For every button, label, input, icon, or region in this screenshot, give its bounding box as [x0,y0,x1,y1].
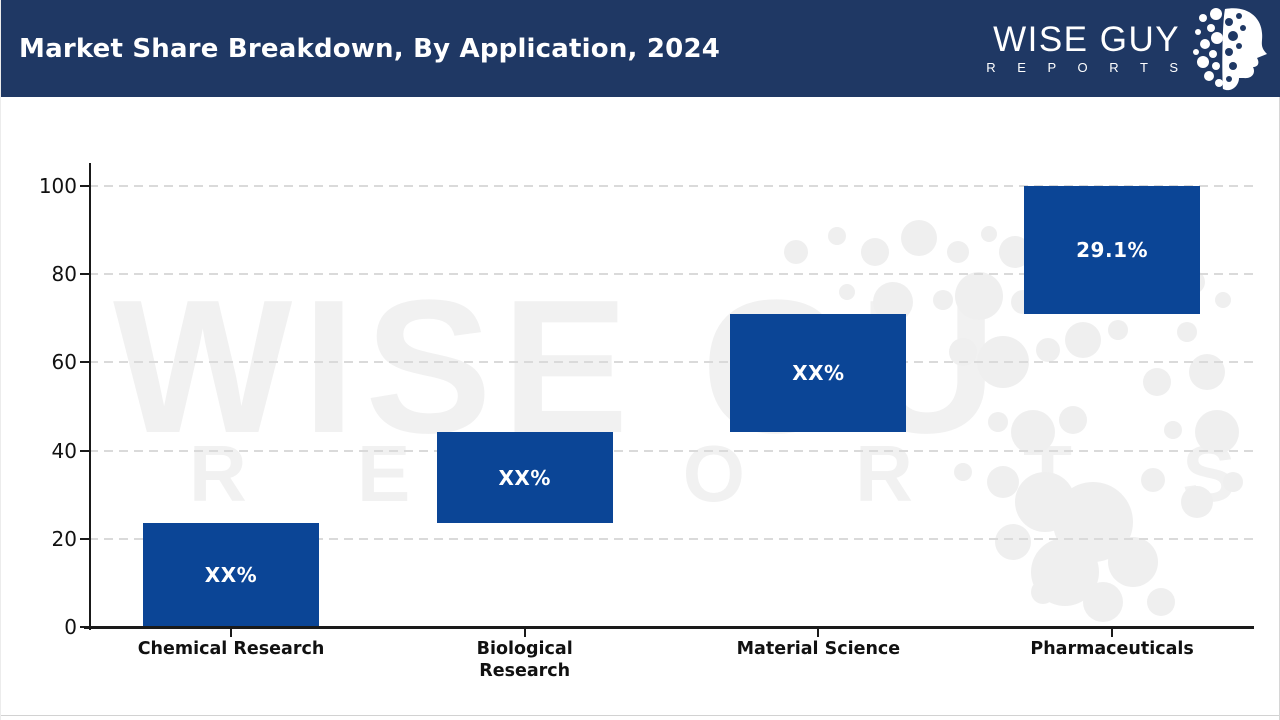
bar-value-label: XX% [204,563,258,588]
bar-0: XX% [143,523,319,627]
category-label-3: Pharmaceuticals [1030,639,1194,659]
bar-1: XX% [436,432,613,524]
logo-head-icon [1193,7,1267,90]
bar-2: XX% [730,314,907,433]
y-axis-tick [80,185,89,187]
y-axis-tick [80,449,89,452]
category-label-0: Chemical Research [137,639,325,659]
y-axis-tick-label: 60 [51,350,77,375]
bar-3: 29.1% [1024,186,1201,315]
x-axis-tick [817,628,820,637]
y-axis-tick [80,273,89,276]
gridline-y60 [89,361,1254,364]
x-axis-tick [230,628,232,637]
y-axis-tick-label: 0 [64,615,77,639]
x-axis-spine [84,626,1254,629]
y-axis-tick-label: 40 [51,438,77,463]
bar-value-label: 29.1% [1076,238,1149,263]
y-axis-tick [80,361,89,364]
header-bar: Market Share Breakdown, By Application, … [1,0,1280,97]
y-axis-tick [80,537,89,540]
x-axis-tick [1111,628,1114,637]
gridline-y20 [89,537,1254,540]
bar-value-label: XX% [792,361,845,386]
category-label-1: Biological Research [476,639,573,681]
y-axis-tick-label: 20 [51,526,77,551]
logo-subtitle: R E P O R T S [986,60,1187,76]
gridline-y80 [89,273,1254,276]
gridline-y40 [89,449,1254,452]
y-axis-spine [89,163,91,630]
logo-text: WISE GUY R E P O R T S [986,19,1187,76]
bar-value-label: XX% [498,465,551,490]
bottom-border-line [1,715,1279,716]
y-axis-tick-label: 80 [51,262,77,287]
wise-guy-logo: WISE GUY R E P O R T S [986,4,1280,94]
y-axis-tick-label: 100 [38,174,77,198]
page-title: Market Share Breakdown, By Application, … [19,33,721,64]
logo-wordmark: WISE GUY [993,19,1181,59]
gridline-y100 [89,185,1254,187]
category-label-2: Material Science [736,639,901,659]
x-axis-tick [523,628,526,637]
